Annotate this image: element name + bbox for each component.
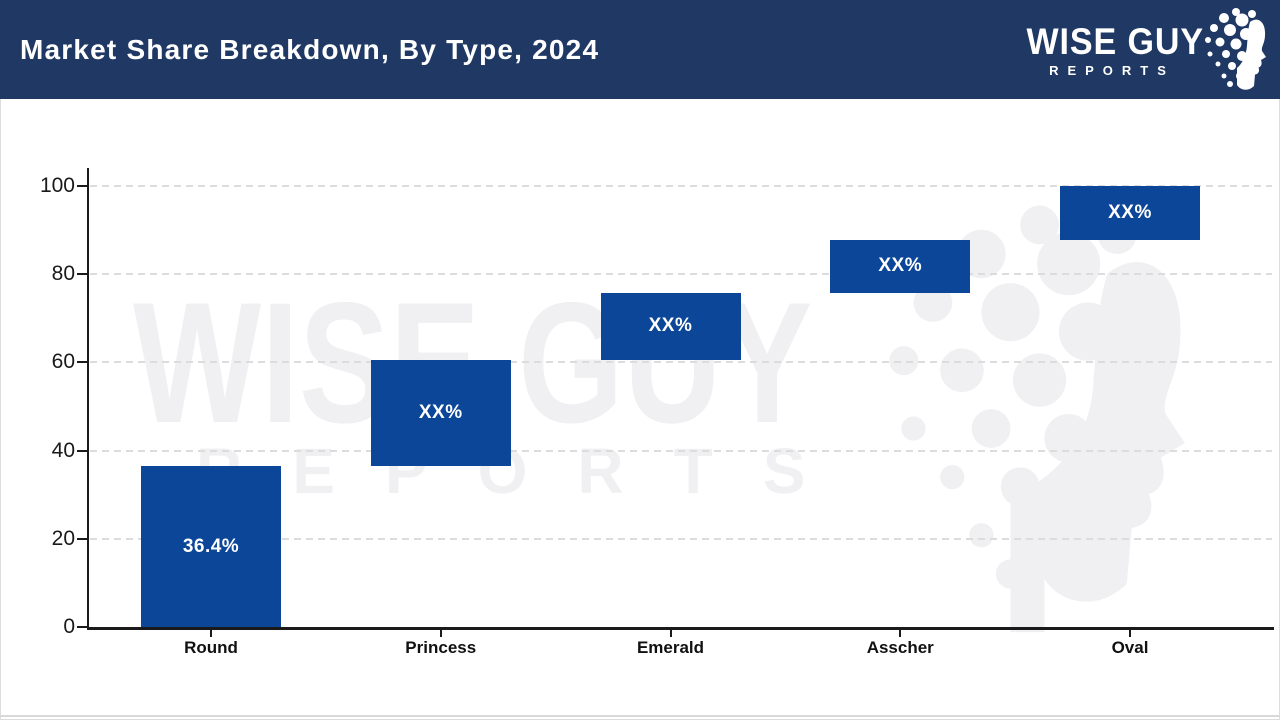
bar-oval: XX% xyxy=(1060,186,1200,240)
page-title: Market Share Breakdown, By Type, 2024 xyxy=(20,33,600,65)
x-tick-asscher xyxy=(899,630,902,637)
gridline-60 xyxy=(90,361,1272,364)
bar-asscher: XX% xyxy=(830,239,971,293)
logo-text: WISE GUY REPORTS xyxy=(1011,23,1204,77)
y-tick-20 xyxy=(77,537,87,540)
wiseguy-logo: WISE GUY REPORTS xyxy=(1011,6,1266,95)
y-tick-label-100: 100 xyxy=(39,174,75,197)
x-tick-emerald xyxy=(669,630,672,637)
bar-label-oval: XX% xyxy=(1108,201,1152,223)
y-tick-label-20: 20 xyxy=(51,526,75,550)
gridline-20 xyxy=(90,537,1272,540)
x-tick-oval xyxy=(1129,630,1131,637)
x-tick-princess xyxy=(439,630,442,637)
header-bar: Market Share Breakdown, By Type, 2024 WI… xyxy=(0,0,1280,99)
bar-label-round: 36.4% xyxy=(182,535,240,557)
y-tick-100 xyxy=(77,185,87,187)
x-category-label-round: Round xyxy=(184,638,238,657)
x-category-label-oval: Oval xyxy=(1111,638,1149,657)
x-axis-line xyxy=(87,627,1274,630)
bar-label-asscher: XX% xyxy=(878,255,923,277)
y-tick-80 xyxy=(77,273,87,276)
y-tick-40 xyxy=(77,449,87,452)
bar-label-emerald: XX% xyxy=(648,315,693,337)
y-tick-label-40: 40 xyxy=(51,438,75,462)
bar-round: 36.4% xyxy=(141,466,281,627)
logo-subtitle: REPORTS xyxy=(1049,63,1175,78)
y-axis-line xyxy=(87,168,89,629)
logo-wordmark: WISE GUY xyxy=(1026,21,1204,62)
bottom-border xyxy=(0,715,1280,717)
y-tick-0 xyxy=(77,626,87,628)
gridline-80 xyxy=(90,273,1272,276)
x-category-label-emerald: Emerald xyxy=(636,638,705,657)
bar-label-princess: XX% xyxy=(418,402,463,424)
x-category-label-asscher: Asscher xyxy=(866,638,934,657)
bar-princess: XX% xyxy=(370,360,511,467)
x-tick-round xyxy=(210,630,212,637)
x-category-label-princess: Princess xyxy=(405,638,477,657)
bar-emerald: XX% xyxy=(600,292,741,361)
y-tick-label-80: 80 xyxy=(51,262,75,286)
y-tick-label-0: 0 xyxy=(63,615,75,638)
y-tick-60 xyxy=(77,361,87,364)
y-tick-label-60: 60 xyxy=(51,350,75,374)
gridline-40 xyxy=(90,449,1272,452)
wiseguy-head-icon xyxy=(1200,6,1266,95)
gridline-100 xyxy=(90,185,1272,187)
